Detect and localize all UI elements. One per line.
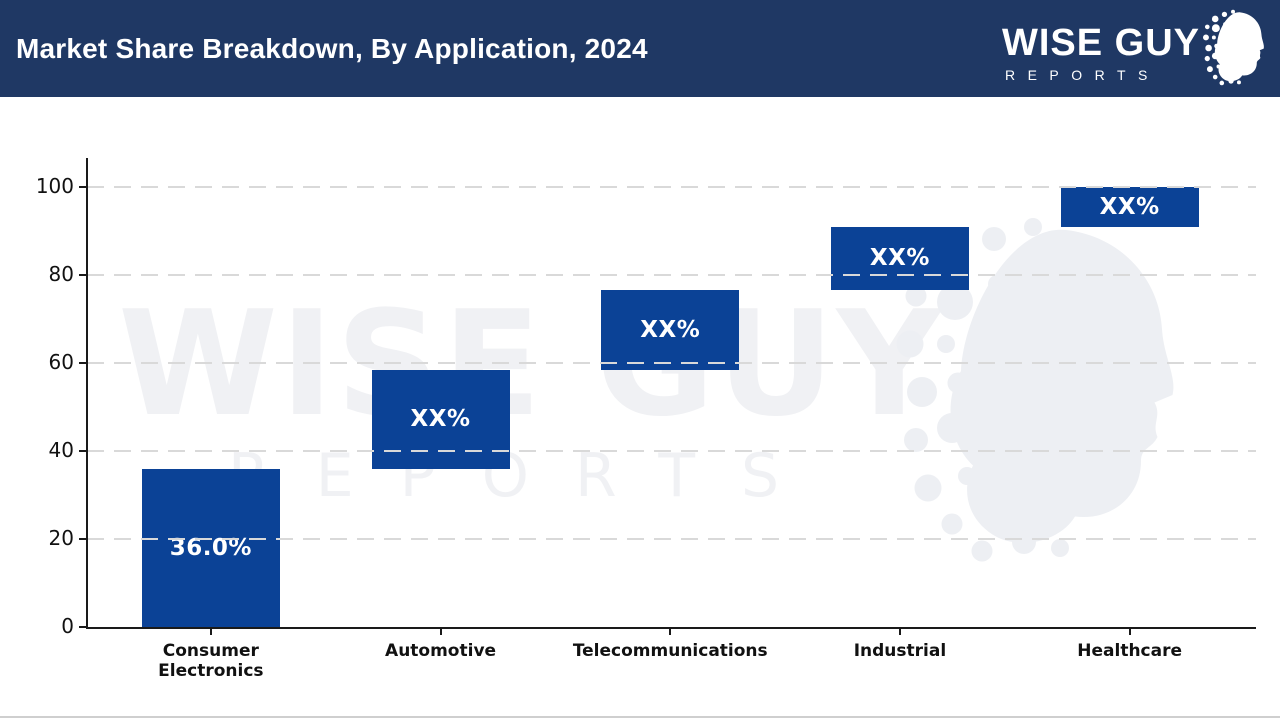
logo-subtitle: REPORTS	[1004, 67, 1160, 83]
watermark-wordmark: WISE GUY	[118, 280, 944, 449]
y-axis-tick-label: 40	[48, 438, 74, 462]
header-bar: Market Share Breakdown, By Application, …	[0, 0, 1280, 97]
x-axis-category-label: Industrial	[853, 641, 947, 661]
y-axis-tick-label: 80	[48, 262, 74, 286]
logo-wordmark: WISE GUY	[1001, 22, 1200, 64]
x-axis-tick-mark	[898, 627, 901, 635]
x-axis-category-label: Consumer Electronics	[158, 641, 264, 682]
logo-text: WISE GUY REPORTS	[1002, 24, 1200, 83]
page-title: Market Share Breakdown, By Application, …	[16, 32, 648, 64]
y-axis-tick-mark	[79, 362, 87, 364]
bar-consumer-electronics: 36.0%	[141, 468, 280, 627]
y-axis-tick-mark	[79, 274, 87, 276]
bar-healthcare: XX%	[1060, 187, 1199, 227]
y-axis-tick-label: 0	[61, 614, 74, 638]
bar-telecommunications: XX%	[601, 290, 740, 370]
x-axis-tick-mark	[439, 627, 442, 635]
x-axis-category-label: Telecommunications	[572, 641, 768, 661]
x-axis-category-label: Healthcare	[1077, 641, 1183, 661]
y-axis-tick-mark	[79, 538, 87, 540]
bar-value-label: XX%	[640, 316, 701, 343]
y-axis-line	[86, 158, 88, 629]
gridline-20	[87, 538, 1256, 540]
bar-value-label: XX%	[869, 245, 930, 272]
x-axis-tick-mark	[669, 627, 672, 635]
bar-value-label: XX%	[410, 406, 471, 433]
x-axis-tick-mark	[209, 627, 212, 635]
y-axis-tick-label: 60	[48, 350, 74, 374]
bar-automotive: XX%	[371, 369, 510, 469]
x-axis-tick-mark	[1128, 627, 1131, 635]
x-axis-line	[86, 627, 1256, 629]
x-axis-category-label: Automotive	[385, 641, 497, 661]
y-axis-tick-label: 20	[48, 526, 74, 550]
bar-industrial: XX%	[830, 226, 969, 291]
logo-head-icon	[1202, 9, 1264, 86]
gridline-60	[87, 362, 1256, 364]
y-axis-tick-label: 100	[35, 174, 74, 198]
waterfall-chart: 0 20 40 60 80 100 36.0% Consumer Electronics XX%…	[0, 97, 1280, 720]
gridline-100	[87, 186, 1256, 188]
bottom-divider	[0, 716, 1280, 718]
wise-guy-logo: WISE GUY REPORTS	[1002, 8, 1268, 88]
y-axis-tick-mark	[79, 450, 87, 452]
bar-value-label: XX%	[1099, 193, 1160, 220]
gridline-80	[87, 274, 1256, 276]
y-axis-tick-mark	[79, 186, 87, 188]
gridline-40	[87, 450, 1256, 452]
y-axis-tick-mark	[79, 626, 87, 628]
